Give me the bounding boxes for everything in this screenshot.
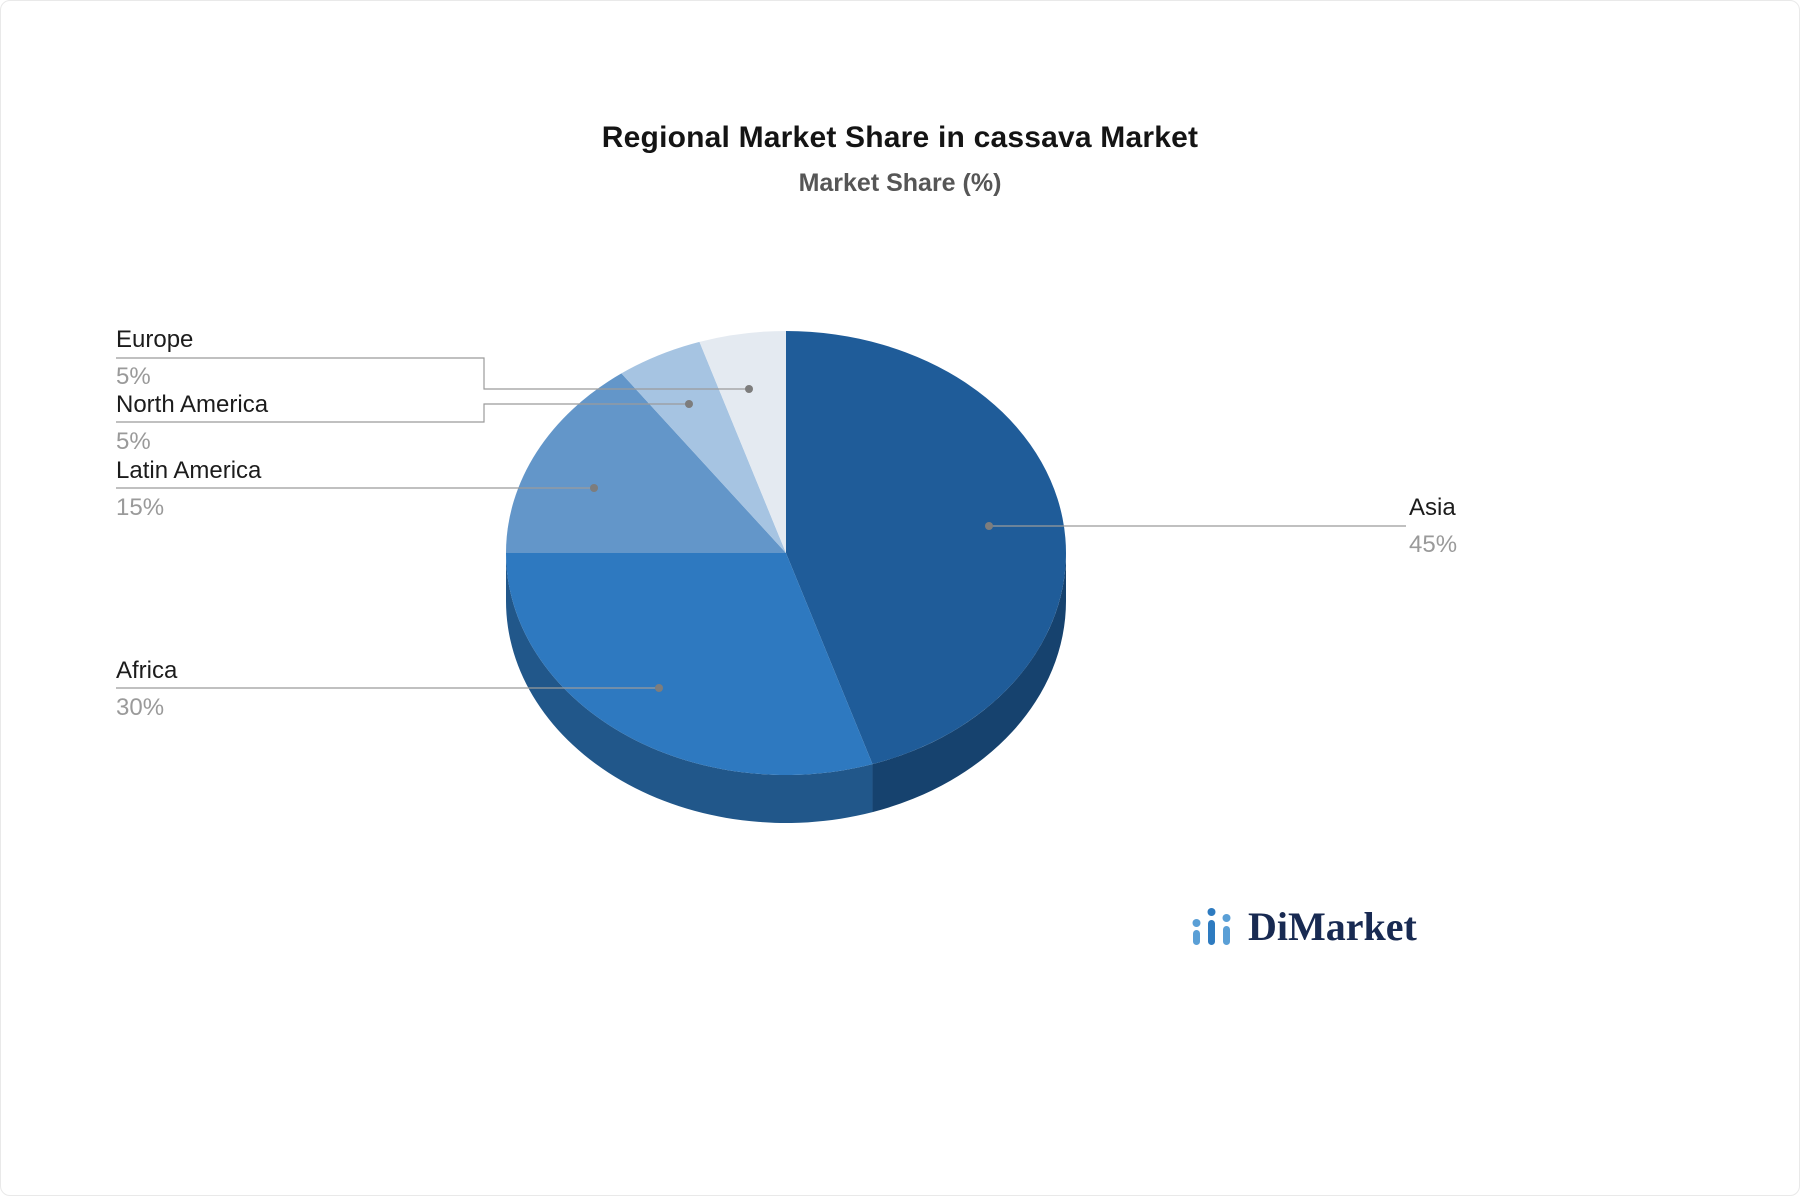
- callout-europe: Europe 5%: [116, 326, 193, 391]
- leader-dot-north-america: [685, 400, 693, 408]
- leader-dot-africa: [655, 684, 663, 692]
- slice-value-europe: 5%: [116, 363, 151, 390]
- slice-label-europe: Europe: [116, 326, 194, 353]
- slice-value-north-america: 5%: [116, 428, 151, 455]
- leader-line-north-america: [116, 403, 689, 423]
- slice-label-africa: Africa: [116, 657, 178, 684]
- leader-dot-europe: [745, 385, 753, 393]
- pie-slice-side-asia: [872, 553, 1066, 813]
- slice-value-asia: 45%: [1409, 531, 1458, 558]
- slice-label-asia: Asia: [1409, 494, 1456, 521]
- pie-slice-side-africa: [505, 553, 873, 823]
- bar-chart-icon: [1192, 908, 1231, 945]
- pie-slice-europe: [699, 331, 786, 553]
- slice-value-latin-america: 15%: [116, 494, 165, 521]
- pie-slice-north-america: [621, 341, 786, 553]
- slice-label-latin-america: Latin America: [116, 457, 262, 484]
- callout-north-america: North America 5%: [116, 391, 268, 456]
- callout-latin-america: Latin America 15%: [116, 457, 261, 522]
- pie-slice-asia: [786, 331, 1066, 765]
- logo-text: DiMarket: [1248, 904, 1417, 949]
- leader-dot-latin-america: [590, 484, 598, 492]
- leader-lines: [116, 357, 1406, 692]
- callout-asia: Asia 45%: [1409, 494, 1457, 559]
- slice-label-north-america: North America: [116, 391, 269, 418]
- slice-value-africa: 30%: [116, 694, 165, 721]
- leader-line-europe: [116, 357, 749, 390]
- logo: DiMarket: [1189, 904, 1417, 950]
- callout-africa: Africa 30%: [116, 657, 177, 722]
- chart-subtitle: Market Share (%): [798, 169, 1002, 197]
- pie-slice-africa: [505, 553, 873, 775]
- pie-slices: [505, 331, 1066, 823]
- pie-slice-latin-america: [506, 373, 786, 553]
- leader-dot-asia: [985, 522, 993, 530]
- chart-title: Regional Market Share in cassava Market: [601, 121, 1199, 154]
